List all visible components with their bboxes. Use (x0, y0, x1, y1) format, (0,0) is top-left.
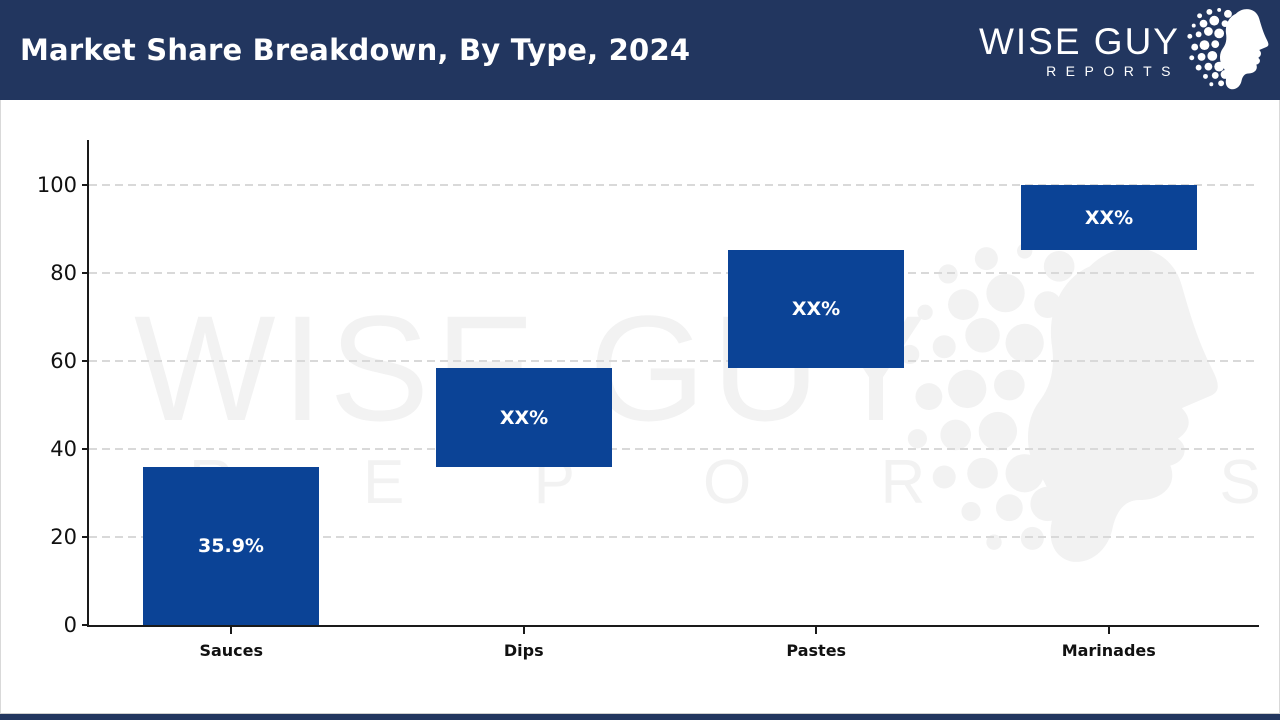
x-tick-marinades (1107, 627, 1110, 634)
header: Market Share Breakdown, By Type, 2024 WI… (0, 0, 1280, 100)
brand-name: WISE GUY (978, 20, 1180, 62)
x-tick-label-dips: Dips (503, 641, 544, 660)
bar-pastes: XX% (728, 250, 904, 368)
brand-sub: REPORTS (1046, 62, 1180, 79)
gridline-20 (89, 536, 1254, 538)
y-tick-label-0: 0 (63, 613, 77, 637)
bar-label-sauces: 35.9% (198, 535, 264, 557)
bar-dips: XX% (436, 368, 612, 467)
y-tick-60 (82, 360, 89, 362)
y-tick-80 (82, 272, 89, 274)
bar-label-pastes: XX% (791, 298, 841, 320)
bar-label-dips: XX% (499, 406, 549, 429)
gridline-80 (89, 272, 1254, 274)
y-tick-label-40: 40 (50, 437, 77, 461)
y-axis-spine (87, 140, 89, 627)
x-tick-sauces (230, 627, 233, 634)
x-tick-label-pastes: Pastes (786, 641, 847, 660)
x-tick-label-sauces: Sauces (199, 641, 264, 660)
y-tick-100 (82, 184, 89, 186)
y-tick-0 (82, 624, 89, 626)
x-tick-pastes (815, 627, 818, 634)
gridline-40 (89, 448, 1254, 450)
y-tick-label-80: 80 (50, 261, 77, 285)
y-tick-20 (82, 536, 89, 538)
footer-strip (0, 714, 1280, 720)
gridline-100 (89, 184, 1254, 186)
chart-canvas: WISE GUY R E P O R T S 0 20 40 60 80 100 35.9%… (0, 100, 1280, 714)
gridline-60 (89, 360, 1254, 362)
brand-text: WISE GUY REPORTS (979, 23, 1180, 78)
wiseguy-head-icon (1187, 7, 1269, 89)
x-tick-label-marinades: Marinades (1061, 641, 1156, 660)
bar-sauces: 35.9% (143, 467, 319, 625)
x-tick-dips (522, 627, 525, 634)
bar-marinades: XX% (1021, 185, 1197, 250)
plot-area: 0 20 40 60 80 100 35.9% Sauces XX% Dips XX% Pastes X… (1, 100, 1279, 713)
y-tick-label-100: 100 (36, 173, 77, 197)
brand-logo: WISE GUY REPORTS (979, 4, 1270, 97)
bar-label-marinades: XX% (1084, 206, 1134, 229)
y-tick-40 (82, 448, 89, 450)
page-title: Market Share Breakdown, By Type, 2024 (20, 33, 691, 67)
y-tick-label-60: 60 (50, 349, 77, 373)
y-tick-label-20: 20 (50, 525, 77, 549)
x-axis-baseline (87, 625, 1259, 627)
